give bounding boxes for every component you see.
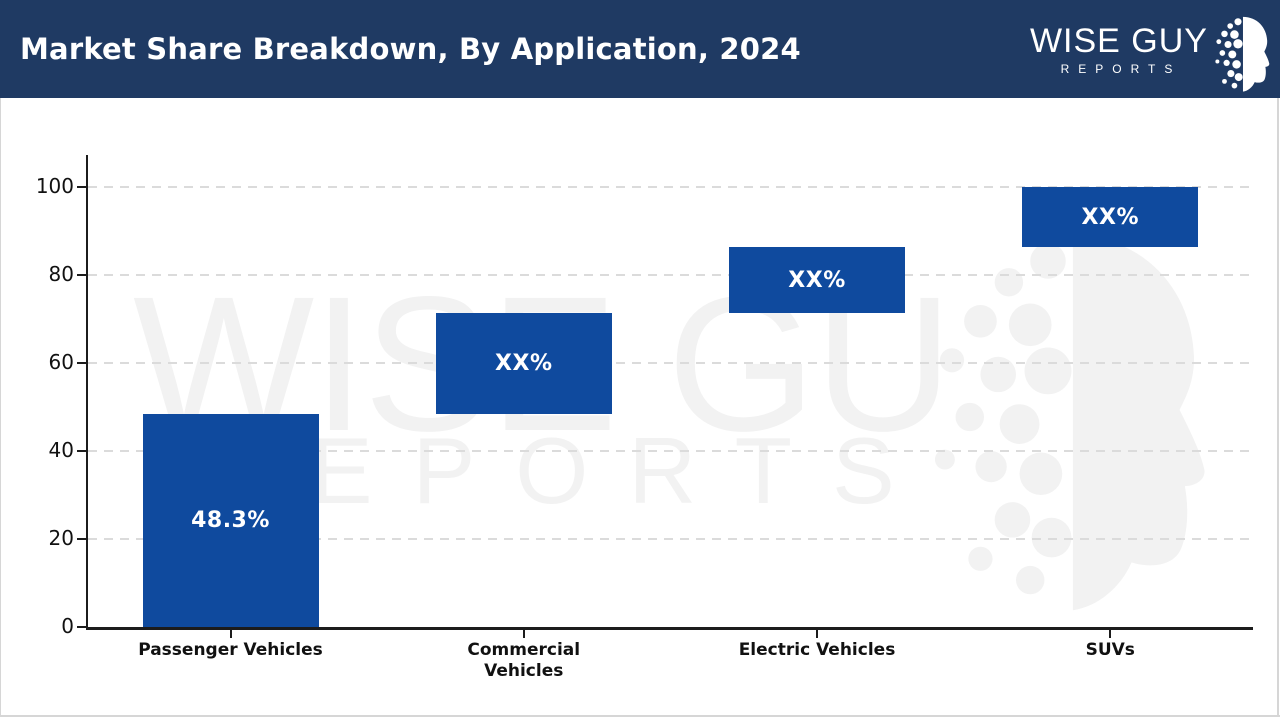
x-tick-mark-suvs: [1109, 630, 1112, 638]
wiseguy-logo: WISE GUY REPORTS: [1020, 10, 1270, 92]
gridline-20: [88, 538, 1253, 540]
header-bar: Market Share Breakdown, By Application, …: [0, 0, 1280, 98]
x-tick-mark-commercial-vehicles: [522, 630, 525, 638]
x-tick-label-commercial-vehicles: Commercial Vehicles: [467, 640, 581, 682]
bar-suvs: XX%: [1022, 187, 1199, 248]
y-tick-mark-80: [77, 274, 86, 276]
y-tick-label-0: 0: [61, 614, 74, 638]
y-tick-mark-60: [77, 362, 86, 364]
y-axis-line: [86, 155, 88, 630]
y-tick-label-80: 80: [48, 262, 74, 286]
y-tick-label-40: 40: [48, 438, 74, 462]
gridline-100: [88, 186, 1253, 188]
bar-passenger-vehicles: 48.3%: [142, 414, 319, 627]
y-tick-mark-0: [77, 626, 86, 628]
bar-value-label-suvs: XX%: [1081, 204, 1139, 230]
x-tick-label-passenger-vehicles: Passenger Vehicles: [138, 640, 323, 660]
wiseguy-head-icon: [1215, 16, 1270, 92]
y-tick-mark-40: [77, 450, 86, 452]
wiseguy-logo-line2: REPORTS: [1060, 62, 1182, 76]
right-border: [1277, 98, 1279, 717]
gridline-40: [88, 450, 1253, 452]
left-border: [0, 98, 1, 717]
y-tick-label-20: 20: [48, 526, 74, 550]
bar-value-label-passenger-vehicles: 48.3%: [191, 508, 270, 534]
bottom-border: [0, 715, 1280, 717]
x-tick-label-electric-vehicles: Electric Vehicles: [738, 640, 896, 660]
x-tick-label-suvs: SUVs: [1085, 640, 1135, 660]
x-tick-mark-passenger-vehicles: [229, 630, 232, 638]
y-tick-label-60: 60: [48, 350, 74, 374]
watermark-head-icon: [934, 236, 1205, 611]
page-title: Market Share Breakdown, By Application, …: [20, 32, 801, 66]
y-tick-mark-100: [77, 186, 86, 188]
bar-value-label-commercial-vehicles: XX%: [495, 351, 553, 377]
bar-electric-vehicles: XX%: [729, 247, 905, 314]
x-axis-line: [86, 627, 1253, 630]
wiseguy-logo-text: WISE GUY REPORTS: [1030, 24, 1208, 76]
bar-commercial-vehicles: XX%: [435, 313, 612, 415]
gridline-60: [88, 362, 1253, 364]
x-tick-mark-electric-vehicles: [816, 630, 818, 638]
wiseguy-logo-line1: WISE GUY: [1029, 22, 1208, 60]
y-tick-label-100: 100: [35, 174, 74, 198]
gridline-80: [88, 274, 1253, 276]
y-tick-mark-20: [77, 538, 86, 540]
bar-value-label-electric-vehicles: XX%: [788, 267, 846, 293]
